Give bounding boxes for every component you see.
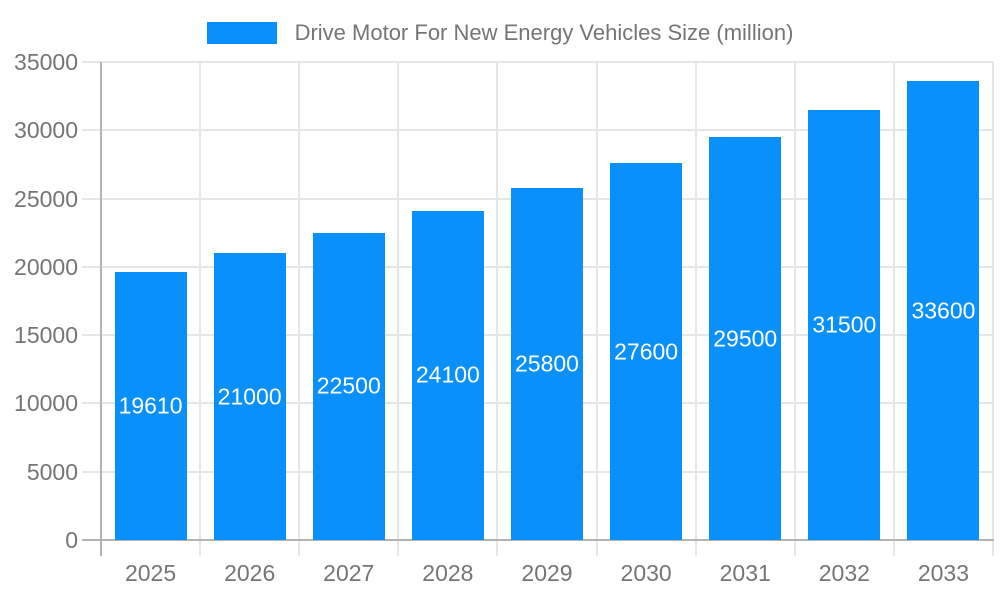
bar	[907, 81, 980, 540]
x-tick-label: 2027	[323, 560, 375, 586]
bar-value-label: 29500	[713, 325, 778, 352]
y-tick-label: 35000	[14, 49, 78, 75]
y-tick-label: 25000	[14, 185, 78, 212]
v-gridline	[496, 62, 499, 556]
x-tick-label: 2025	[124, 560, 177, 586]
x-tick-label: 2028	[422, 560, 474, 586]
x-tick-label: 2033	[917, 560, 970, 586]
y-tick-label: 0	[65, 527, 78, 553]
bar	[411, 210, 484, 540]
bar-value-label: 27600	[614, 338, 679, 365]
v-gridline	[298, 62, 301, 556]
x-tick-label: 2031	[719, 560, 771, 586]
bar-value-label: 21000	[217, 383, 282, 410]
bar	[511, 187, 583, 540]
v-gridline	[397, 62, 400, 556]
x-tick-label: 2032	[818, 560, 870, 586]
h-gridline	[82, 61, 994, 63]
x-tick-label: 2026	[224, 560, 276, 586]
x-axis-line	[82, 539, 994, 541]
y-tick-label: 30000	[14, 117, 78, 144]
v-gridline	[892, 62, 895, 556]
bar	[610, 163, 683, 540]
x-tick-label: 2029	[521, 560, 573, 586]
y-tick-label: 10000	[14, 390, 78, 417]
v-gridline	[992, 62, 994, 556]
v-gridline	[595, 62, 598, 556]
legend-swatch	[206, 22, 277, 44]
h-gridline	[82, 129, 994, 132]
bar-value-label: 25800	[515, 350, 579, 377]
bar-value-label: 24100	[415, 361, 480, 388]
x-tick-label: 2030	[620, 560, 672, 586]
y-tick-label: 5000	[26, 458, 78, 485]
bar-value-label: 31500	[812, 311, 877, 338]
v-gridline	[199, 62, 202, 556]
bar	[114, 272, 187, 540]
bar	[312, 232, 385, 540]
bar	[709, 137, 782, 540]
bar-value-label: 19610	[118, 392, 183, 419]
bar-value-label: 33600	[911, 297, 976, 324]
y-tick-label: 15000	[14, 322, 78, 349]
legend-label: Drive Motor For New Energy Vehicles Size…	[294, 20, 794, 45]
bar-value-label: 22500	[316, 372, 381, 399]
y-tick-label: 20000	[14, 253, 78, 280]
v-gridline	[793, 62, 796, 556]
bar	[808, 109, 881, 540]
v-gridline	[694, 62, 697, 556]
bar	[213, 253, 286, 540]
y-axis-line	[100, 62, 102, 556]
chart-legend: Drive Motor For New Energy Vehicles Size…	[0, 20, 1000, 45]
